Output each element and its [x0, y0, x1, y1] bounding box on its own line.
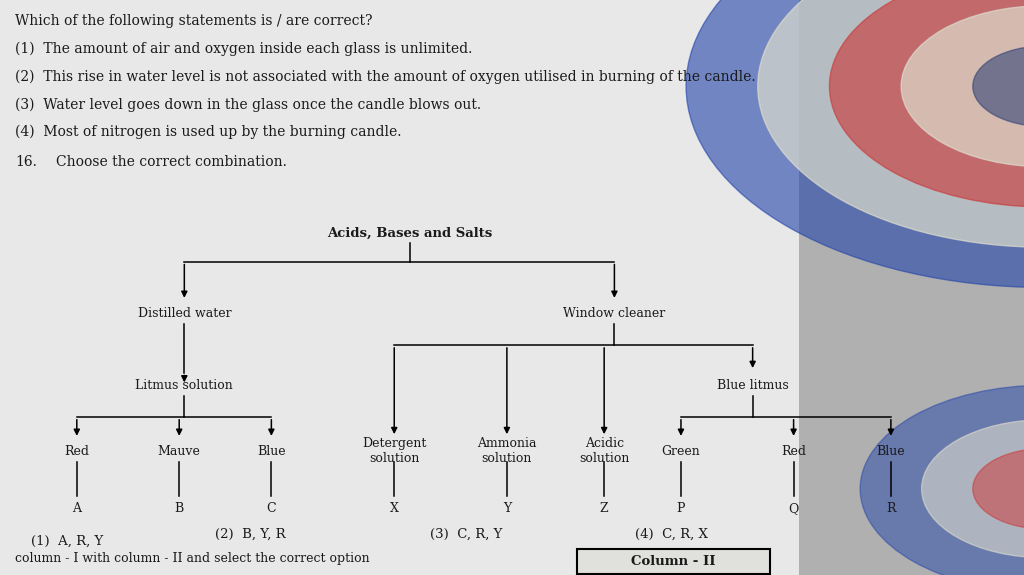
Text: Y: Y: [503, 503, 511, 515]
Text: Window cleaner: Window cleaner: [563, 307, 666, 320]
Text: Ammonia
solution: Ammonia solution: [477, 438, 537, 465]
Text: P: P: [677, 503, 685, 515]
Text: Litmus solution: Litmus solution: [135, 379, 233, 392]
Text: (4)  C, R, X: (4) C, R, X: [635, 527, 708, 540]
Text: Detergent
solution: Detergent solution: [362, 438, 426, 465]
Circle shape: [901, 6, 1024, 167]
Text: Blue: Blue: [877, 445, 905, 458]
Circle shape: [860, 385, 1024, 575]
Text: B: B: [174, 503, 184, 515]
Text: Z: Z: [600, 503, 608, 515]
Text: (3)  C, R, Y: (3) C, R, Y: [430, 527, 503, 540]
Text: Column - II: Column - II: [631, 555, 716, 568]
Text: (2)  B, Y, R: (2) B, Y, R: [215, 527, 286, 540]
Circle shape: [686, 0, 1024, 288]
Text: Blue: Blue: [257, 445, 286, 458]
Text: column - I with column - II and select the correct option: column - I with column - II and select t…: [15, 551, 370, 565]
Text: Blue litmus: Blue litmus: [717, 379, 788, 392]
Text: Choose the correct combination.: Choose the correct combination.: [56, 155, 287, 169]
Text: Red: Red: [781, 445, 806, 458]
Circle shape: [973, 46, 1024, 127]
Text: C: C: [266, 503, 276, 515]
Text: (4)  Most of nitrogen is used up by the burning candle.: (4) Most of nitrogen is used up by the b…: [15, 125, 401, 139]
Text: (2)  This rise in water level is not associated with the amount of oxygen utilis: (2) This rise in water level is not asso…: [15, 70, 756, 84]
Text: Q: Q: [788, 503, 799, 515]
Text: 16.: 16.: [15, 155, 37, 169]
FancyBboxPatch shape: [577, 549, 770, 574]
Circle shape: [829, 0, 1024, 207]
Text: Green: Green: [662, 445, 700, 458]
Text: X: X: [390, 503, 398, 515]
Text: (1)  The amount of air and oxygen inside each glass is unlimited.: (1) The amount of air and oxygen inside …: [15, 42, 473, 56]
Text: Acidic
solution: Acidic solution: [579, 438, 630, 465]
Text: Distilled water: Distilled water: [137, 307, 231, 320]
Text: R: R: [886, 503, 896, 515]
Text: (1)  A, R, Y: (1) A, R, Y: [31, 534, 103, 547]
Text: Mauve: Mauve: [158, 445, 201, 458]
Text: (3)  Water level goes down in the glass once the candle blows out.: (3) Water level goes down in the glass o…: [15, 97, 481, 112]
Bar: [799, 0, 1024, 575]
Text: Acids, Bases and Salts: Acids, Bases and Salts: [327, 227, 493, 239]
Circle shape: [973, 448, 1024, 529]
Text: A: A: [73, 503, 81, 515]
Text: Red: Red: [65, 445, 89, 458]
Text: Which of the following statements is / are correct?: Which of the following statements is / a…: [15, 14, 373, 28]
Circle shape: [758, 0, 1024, 247]
Circle shape: [922, 420, 1024, 558]
